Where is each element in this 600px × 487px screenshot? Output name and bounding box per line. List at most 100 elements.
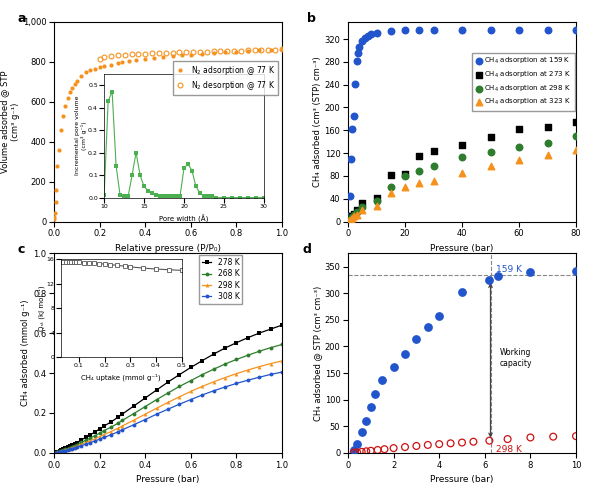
298 K	[153, 405, 160, 411]
CH$_4$ adsorption at 159 K	[353, 49, 363, 56]
CH$_4$ adsorption at 159 K	[358, 37, 367, 45]
278 K	[73, 440, 80, 446]
268 K	[142, 404, 149, 410]
Point	[469, 438, 478, 446]
298 K	[67, 446, 74, 451]
Y-axis label: CH₄ adsorbed @ STP (cm³ cm⁻³): CH₄ adsorbed @ STP (cm³ cm⁻³)	[313, 285, 322, 421]
Point	[352, 440, 362, 448]
278 K	[71, 441, 78, 447]
CH$_4$ adsorption at 159 K	[346, 155, 356, 163]
Point	[373, 446, 382, 454]
298 K	[57, 449, 64, 454]
268 K	[210, 366, 217, 372]
298 K	[107, 429, 115, 434]
278 K	[114, 414, 121, 420]
268 K	[233, 356, 240, 362]
308 K	[244, 377, 251, 383]
N$_2$ adsorption @ 77 K	[169, 54, 176, 59]
Legend: CH$_4$ adsorption at 159 K, CH$_4$ adsorption at 273 K, CH$_4$ adsorption at 298: CH$_4$ adsorption at 159 K, CH$_4$ adsor…	[472, 53, 575, 111]
N$_2$ desorption @ 77 K	[190, 49, 197, 55]
N$_2$ adsorption @ 77 K	[71, 81, 78, 87]
308 K	[187, 397, 194, 403]
CH$_4$ adsorption at 273 K	[349, 210, 359, 218]
N$_2$ adsorption @ 77 K	[78, 73, 85, 79]
N$_2$ desorption @ 77 K	[230, 48, 238, 54]
Text: Working
capacity: Working capacity	[500, 348, 532, 368]
308 K	[267, 372, 274, 377]
Point	[357, 448, 367, 456]
Point	[366, 447, 376, 455]
Point	[434, 312, 444, 319]
N$_2$ desorption @ 77 K	[101, 55, 108, 60]
CH$_4$ adsorption at 323 K	[358, 206, 367, 214]
Point	[349, 447, 359, 454]
268 K	[278, 341, 286, 347]
278 K	[53, 450, 60, 455]
CH$_4$ adsorption at 298 K	[571, 132, 581, 140]
CH$_4$ adsorption at 273 K	[428, 147, 438, 155]
Point	[526, 433, 535, 441]
CH$_4$ adsorption at 159 K	[363, 32, 373, 39]
CH$_4$ adsorption at 273 K	[346, 215, 356, 223]
N$_2$ desorption @ 77 K	[210, 49, 217, 55]
CH$_4$ adsorption at 323 K	[543, 151, 553, 159]
N$_2$ adsorption @ 77 K	[57, 127, 64, 132]
CH$_4$ adsorption at 159 K	[372, 29, 382, 37]
N$_2$ desorption @ 77 K	[272, 47, 279, 53]
308 K	[210, 388, 217, 393]
N$_2$ desorption @ 77 K	[203, 49, 211, 55]
308 K	[199, 392, 206, 398]
278 K	[244, 335, 251, 340]
278 K	[56, 448, 64, 454]
298 K	[82, 440, 89, 446]
CH$_4$ adsorption at 159 K	[355, 43, 364, 51]
308 K	[71, 445, 78, 451]
268 K	[96, 430, 103, 436]
308 K	[67, 447, 74, 452]
268 K	[101, 428, 108, 433]
308 K	[101, 434, 108, 440]
Point	[400, 350, 410, 358]
N$_2$ desorption @ 77 K	[114, 53, 121, 58]
268 K	[67, 445, 74, 450]
268 K	[221, 361, 229, 367]
278 K	[142, 395, 149, 401]
308 K	[55, 450, 62, 455]
Point	[389, 363, 398, 371]
Point	[548, 433, 558, 441]
X-axis label: Relative pressure (P/P₀): Relative pressure (P/P₀)	[115, 244, 221, 253]
Point	[412, 336, 421, 343]
268 K	[78, 439, 85, 445]
278 K	[221, 345, 229, 351]
Point	[494, 272, 503, 280]
CH$_4$ adsorption at 323 K	[346, 217, 355, 225]
308 K	[233, 380, 240, 386]
298 K	[142, 411, 149, 417]
268 K	[52, 450, 59, 456]
CH$_4$ adsorption at 159 K	[366, 31, 376, 38]
CH$_4$ adsorption at 273 K	[346, 215, 355, 223]
308 K	[107, 432, 115, 438]
298 K	[54, 450, 61, 455]
298 K	[64, 447, 71, 452]
268 K	[164, 390, 172, 396]
CH$_4$ adsorption at 273 K	[543, 123, 553, 131]
Point	[377, 376, 387, 384]
CH$_4$ adsorption at 273 K	[344, 217, 353, 225]
298 K	[78, 441, 85, 447]
CH$_4$ adsorption at 298 K	[372, 197, 382, 205]
298 K	[221, 375, 229, 380]
N$_2$ desorption @ 77 K	[238, 48, 245, 54]
268 K	[73, 442, 80, 448]
278 K	[119, 411, 126, 417]
N$_2$ adsorption @ 77 K	[82, 69, 89, 75]
CH$_4$ adsorption at 159 K	[350, 80, 360, 88]
298 K	[52, 450, 59, 456]
308 K	[59, 448, 67, 454]
CH$_4$ adsorption at 273 K	[514, 125, 524, 133]
308 K	[52, 450, 59, 456]
CH$_4$ adsorption at 273 K	[344, 217, 354, 225]
278 K	[210, 351, 217, 357]
CH$_4$ adsorption at 298 K	[400, 172, 410, 180]
N$_2$ adsorption @ 77 K	[133, 57, 140, 63]
